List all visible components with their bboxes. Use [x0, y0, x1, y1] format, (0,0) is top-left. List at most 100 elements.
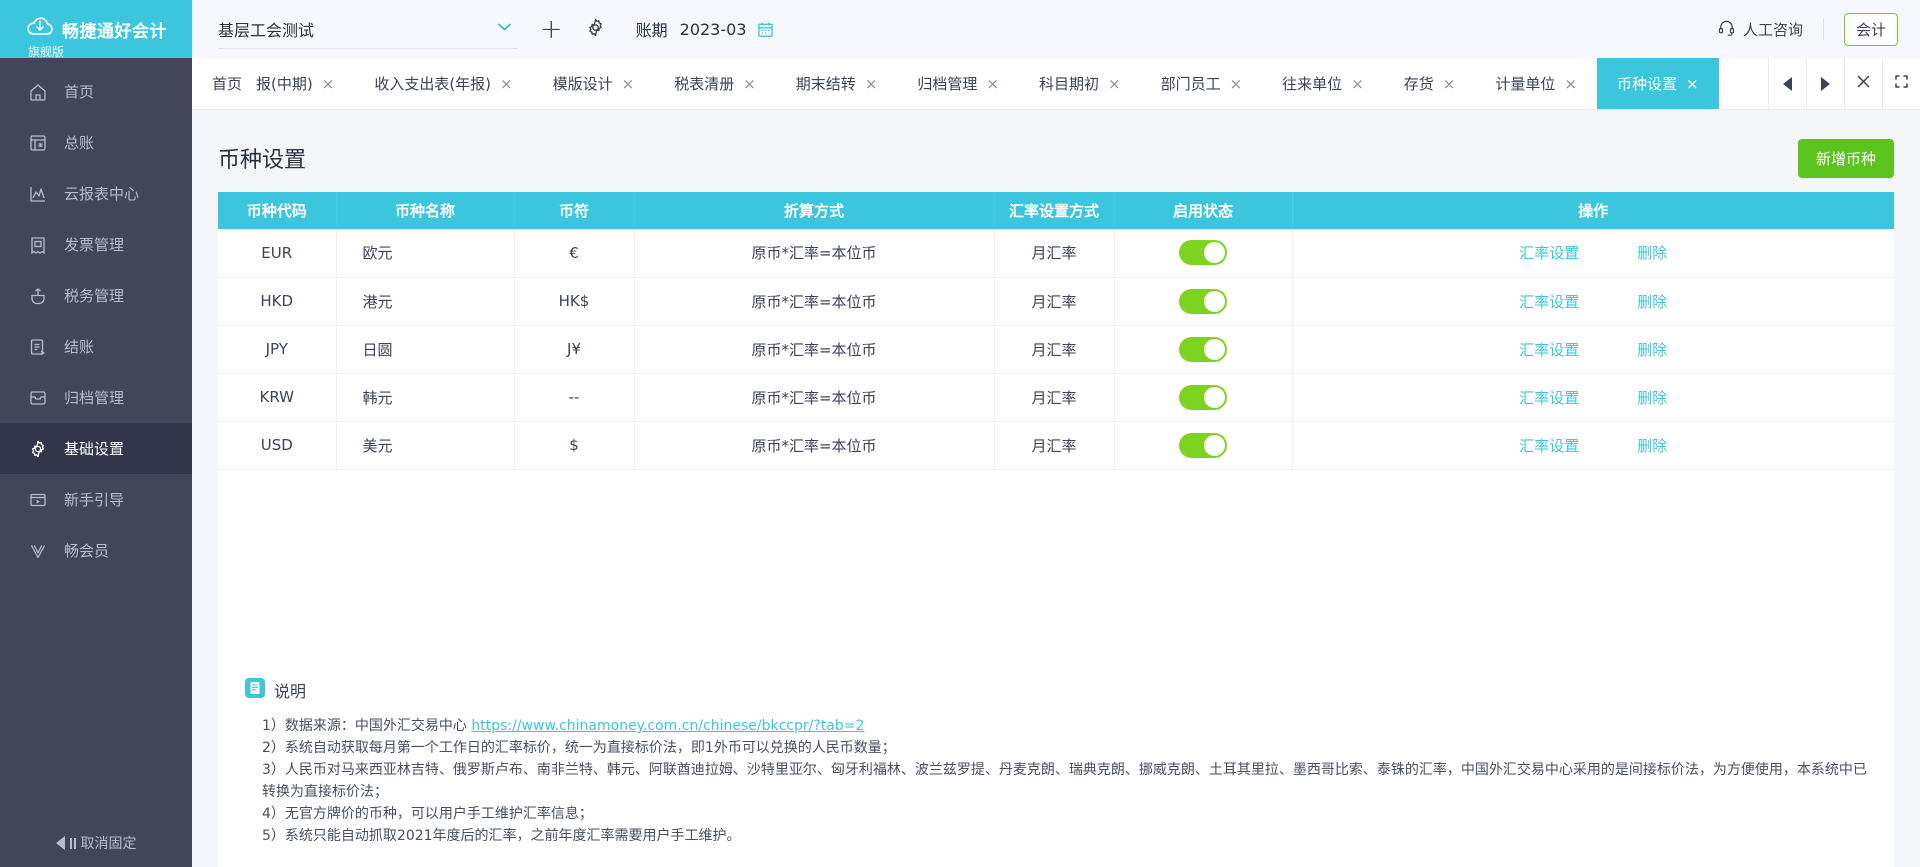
cell-name: 美元	[336, 421, 515, 470]
tab-label: 报(中期)	[256, 75, 313, 93]
table-row[interactable]: JPY 日圆 J¥ 原币*汇率=本位币 月汇率 汇率设置	[218, 325, 1895, 374]
cloud-icon	[25, 15, 55, 43]
close-icon[interactable]: ×	[1685, 74, 1699, 93]
tab-currency-settings[interactable]: 币种设置 ×	[1596, 58, 1719, 109]
delete-link[interactable]: 删除	[1637, 388, 1668, 407]
cell-rate-mode: 月汇率	[994, 229, 1115, 278]
enable-toggle[interactable]	[1179, 288, 1227, 314]
toggle-knob	[1204, 242, 1225, 264]
delete-link[interactable]: 删除	[1637, 244, 1668, 263]
cell-name: 港元	[336, 277, 515, 326]
enable-toggle[interactable]	[1179, 336, 1227, 362]
sidebar-item-label: 基础设置	[64, 440, 125, 458]
close-icon[interactable]: ×	[743, 74, 756, 93]
role-badge[interactable]: 会计	[1843, 12, 1898, 46]
settle-icon	[28, 337, 48, 357]
tab-home[interactable]: 首页	[192, 58, 262, 109]
delete-link[interactable]: 删除	[1637, 436, 1668, 455]
enable-toggle[interactable]	[1179, 384, 1227, 410]
close-icon[interactable]: ×	[1108, 74, 1121, 93]
tab-department-employee[interactable]: 部门员工 ×	[1141, 58, 1263, 109]
close-icon[interactable]: ×	[1564, 74, 1577, 93]
sidebar-item-vip[interactable]: 畅会员	[0, 525, 192, 576]
row-actions: 汇率设置 删除	[1293, 339, 1895, 360]
sidebar-item-ledger[interactable]: 总账	[0, 117, 192, 168]
close-icon[interactable]: ×	[621, 74, 635, 93]
cell-method: 原币*汇率=本位币	[634, 373, 995, 422]
collapse-label: 取消固定	[80, 836, 137, 852]
tabs-scroll-left-button[interactable]	[1768, 58, 1806, 109]
table-row[interactable]: EUR 欧元 € 原币*汇率=本位币 月汇率 汇率设置 删	[218, 229, 1894, 278]
chinamoney-link[interactable]: https://www.chinamoney.com.cn/chinese/bk…	[471, 718, 865, 734]
tab-label: 归档管理	[917, 75, 978, 93]
fullscreen-button[interactable]	[1882, 58, 1920, 109]
sidebar-item-cloud-reports[interactable]: 云报表中心	[0, 168, 192, 219]
tabs-scroll-right-button[interactable]	[1806, 58, 1844, 109]
sidebar-item-invoice[interactable]: 发票管理	[0, 219, 192, 270]
tab-income-expense-annual[interactable]: 收入支出表(年报) ×	[354, 58, 532, 109]
close-icon[interactable]: ×	[500, 74, 513, 93]
rate-setting-link[interactable]: 汇率设置	[1519, 292, 1580, 311]
close-icon[interactable]: ×	[1229, 74, 1243, 93]
col-header-actions: 操作	[1292, 192, 1894, 229]
add-account-set-button[interactable]: +	[540, 16, 563, 43]
cell-method: 原币*汇率=本位币	[634, 325, 995, 374]
table-row[interactable]: USD 美元 $ 原币*汇率=本位币 月汇率 汇率设置 删	[218, 421, 1894, 470]
cell-status	[1114, 373, 1293, 422]
cell-method: 原币*汇率=本位币	[634, 229, 995, 278]
delete-link[interactable]: 删除	[1637, 292, 1668, 311]
human-consult-button[interactable]: 人工咨询	[1717, 18, 1803, 41]
tab-period-end-carryover[interactable]: 期末结转 ×	[776, 58, 898, 109]
calendar-icon[interactable]	[756, 20, 775, 39]
rate-setting-link[interactable]: 汇率设置	[1519, 244, 1580, 263]
close-icon[interactable]: ×	[986, 74, 999, 93]
tab-mid-term-report[interactable]: 报(中期) ×	[256, 58, 354, 109]
delete-link[interactable]: 删除	[1637, 340, 1668, 359]
cell-actions: 汇率设置 删除	[1292, 325, 1895, 374]
enable-toggle[interactable]	[1179, 432, 1227, 458]
add-currency-button[interactable]: 新增币种	[1797, 138, 1894, 178]
rate-setting-link[interactable]: 汇率设置	[1519, 340, 1580, 359]
tab-inventory[interactable]: 存货 ×	[1384, 58, 1476, 109]
sidebar-item-label: 云报表中心	[64, 185, 140, 203]
sidebar-item-guide[interactable]: 新手引导	[0, 474, 192, 525]
cell-symbol: $	[514, 421, 635, 470]
archive-icon	[28, 388, 48, 408]
sidebar-collapse-button[interactable]: 取消固定	[0, 833, 192, 853]
arrow-right-icon	[1821, 76, 1830, 91]
tab-template-design[interactable]: 模版设计 ×	[533, 58, 655, 109]
enable-toggle[interactable]	[1179, 240, 1227, 266]
settings-button[interactable]	[585, 17, 606, 42]
rate-setting-link[interactable]: 汇率设置	[1519, 436, 1580, 455]
table-row[interactable]: KRW 韩元 -- 原币*汇率=本位币 月汇率 汇率设置	[218, 373, 1894, 422]
sidebar-item-archive[interactable]: 归档管理	[0, 372, 192, 423]
cell-code: HKD	[218, 277, 337, 326]
sidebar-item-home[interactable]: 首页	[0, 66, 192, 117]
cell-status	[1114, 229, 1293, 278]
tab-archive-management[interactable]: 归档管理 ×	[897, 58, 1019, 109]
table-row[interactable]: HKD 港元 HK$ 原币*汇率=本位币 月汇率 汇率设置	[218, 277, 1894, 326]
currency-table-wrapper: 币种代码 币种名称 币符 折算方式 汇率设置方式 启用状态 操作 EUR 欧元	[218, 192, 1894, 659]
sidebar-item-basic-settings[interactable]: 基础设置	[0, 423, 192, 474]
tab-tax-form-list[interactable]: 税表清册 ×	[654, 58, 776, 109]
rate-setting-link[interactable]: 汇率设置	[1519, 388, 1580, 407]
sidebar-item-settlement[interactable]: 结账	[0, 321, 192, 372]
cell-status	[1114, 277, 1293, 326]
cell-symbol: HK$	[514, 277, 635, 326]
tab-subject-opening[interactable]: 科目期初 ×	[1019, 58, 1141, 109]
account-set-name: 基层工会测试	[218, 20, 315, 40]
brand-logo[interactable]: 畅捷通好会计 旗舰版	[0, 0, 192, 59]
tab-measurement-unit[interactable]: 计量单位 ×	[1475, 58, 1597, 109]
note-line-2: 2）系统自动获取每月第一个工作日的汇率标价，统一为直接标价法，即1外币可以兑换的…	[262, 740, 896, 756]
account-set-select[interactable]: 基层工会测试	[218, 9, 518, 49]
close-icon[interactable]: ×	[1351, 74, 1364, 93]
tab-partner-unit[interactable]: 往来单位 ×	[1262, 58, 1384, 109]
close-icon[interactable]: ×	[1442, 74, 1456, 93]
chart-icon	[28, 184, 48, 204]
tabs-close-all-button[interactable]	[1844, 58, 1882, 109]
close-icon[interactable]: ×	[321, 74, 335, 93]
sidebar-item-tax[interactable]: 税务管理	[0, 270, 192, 321]
sidebar-item-label: 发票管理	[64, 236, 125, 254]
close-icon[interactable]: ×	[864, 74, 878, 93]
